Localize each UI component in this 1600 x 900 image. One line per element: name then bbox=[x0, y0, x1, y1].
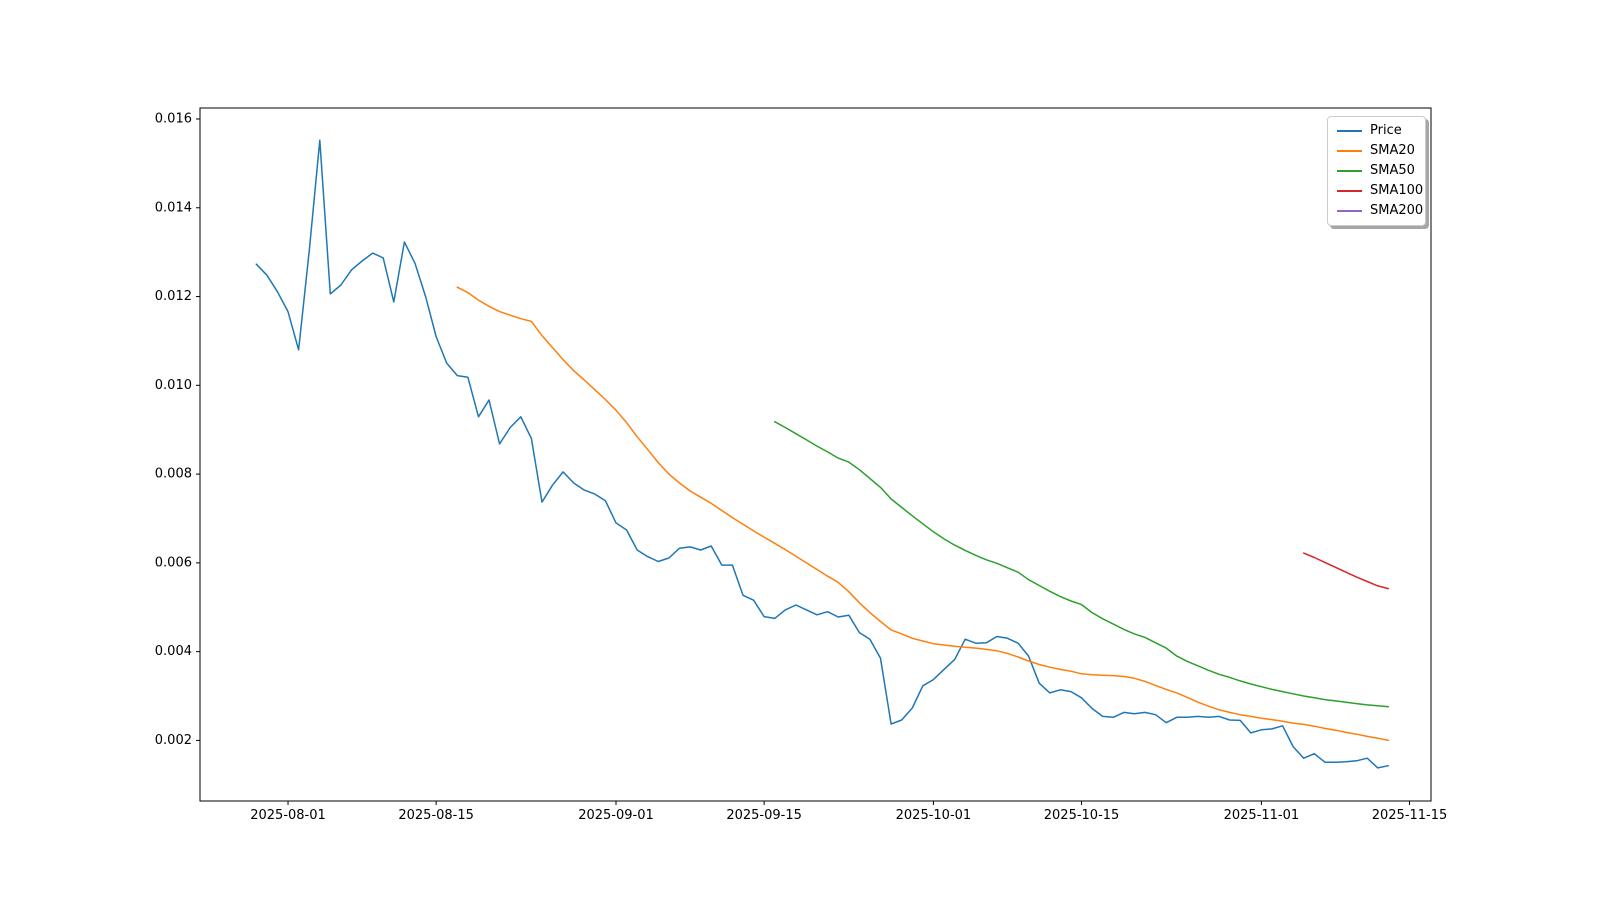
legend-label-sma20: SMA20 bbox=[1370, 143, 1415, 158]
legend-item-sma50: SMA50 bbox=[1337, 161, 1425, 181]
y-tick-label: 0.016 bbox=[155, 112, 192, 127]
x-tick-label: 2025-08-01 bbox=[250, 808, 326, 823]
legend-label-sma200: SMA200 bbox=[1370, 203, 1424, 218]
y-tick-label: 0.002 bbox=[155, 733, 192, 748]
x-tick-label: 2025-10-01 bbox=[896, 808, 972, 823]
legend-item-sma20: SMA20 bbox=[1337, 141, 1425, 161]
x-tick-label: 2025-10-15 bbox=[1044, 808, 1120, 823]
x-tick-label: 2025-11-01 bbox=[1224, 808, 1300, 823]
legend-item-sma200: SMA200 bbox=[1337, 201, 1425, 221]
sma100-line-swatch bbox=[1337, 190, 1362, 192]
sma100-line bbox=[1302, 552, 1390, 590]
y-tick-label: 0.008 bbox=[155, 467, 192, 482]
x-tick-label: 2025-09-01 bbox=[578, 808, 654, 823]
sma20-line bbox=[456, 286, 1390, 742]
legend: Price SMA20 SMA50 SMA100 SMA200 bbox=[1327, 116, 1426, 226]
y-tick-label: 0.006 bbox=[155, 555, 192, 570]
y-tick-label: 0.014 bbox=[155, 200, 192, 215]
y-tick-label: 0.010 bbox=[155, 378, 192, 393]
sma200-line-swatch bbox=[1337, 210, 1362, 212]
sma50-line bbox=[773, 420, 1390, 708]
price-line bbox=[255, 139, 1390, 769]
axes-frame bbox=[199, 107, 1432, 802]
x-tick-label: 2025-08-15 bbox=[398, 808, 474, 823]
legend-label-sma50: SMA50 bbox=[1370, 163, 1415, 178]
legend-label-sma100: SMA100 bbox=[1370, 183, 1424, 198]
x-tick-label: 2025-11-15 bbox=[1372, 808, 1448, 823]
sma20-line-swatch bbox=[1337, 150, 1362, 152]
y-tick-label: 0.012 bbox=[155, 289, 192, 304]
legend-item-sma100: SMA100 bbox=[1337, 181, 1425, 201]
price-line-swatch bbox=[1337, 130, 1362, 132]
y-tick-label: 0.004 bbox=[155, 644, 192, 659]
legend-label-price: Price bbox=[1370, 123, 1402, 138]
legend-item-price: Price bbox=[1337, 121, 1425, 141]
x-tick-label: 2025-09-15 bbox=[726, 808, 802, 823]
sma50-line-swatch bbox=[1337, 170, 1362, 172]
